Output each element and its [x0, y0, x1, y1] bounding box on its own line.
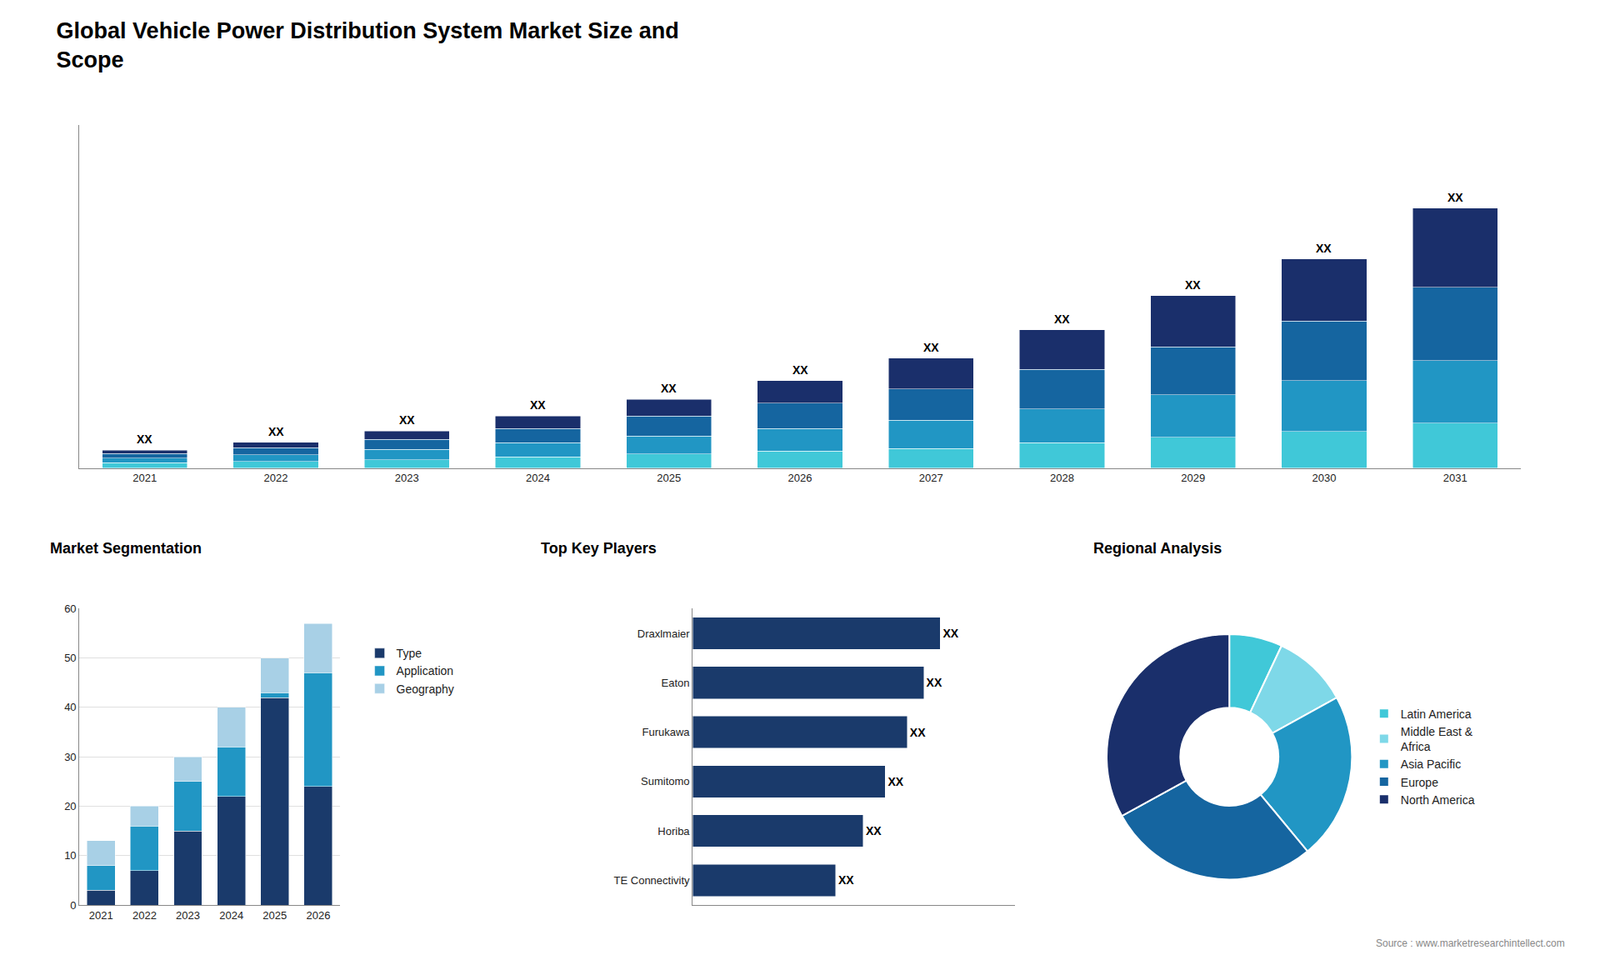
svg-text:TE Connectivity: TE Connectivity: [614, 874, 691, 887]
svg-text:Regional Analysis: Regional Analysis: [1093, 540, 1222, 557]
svg-text:Application: Application: [396, 664, 454, 678]
svg-text:30: 30: [64, 750, 76, 764]
svg-text:XX: XX: [1185, 278, 1201, 292]
svg-text:Furukawa: Furukawa: [642, 725, 691, 739]
svg-text:Horiba: Horiba: [657, 825, 690, 838]
svg-text:Asia Pacific: Asia Pacific: [1400, 757, 1461, 771]
svg-text:XX: XX: [910, 725, 926, 740]
svg-text:2030: 2030: [1311, 471, 1336, 485]
svg-text:2025: 2025: [262, 909, 287, 922]
svg-text:North America: North America: [1400, 793, 1475, 807]
svg-text:20: 20: [64, 800, 76, 813]
svg-text:10: 10: [64, 849, 76, 862]
svg-text:0: 0: [70, 899, 76, 912]
svg-text:XX: XX: [399, 413, 415, 427]
svg-text:XX: XX: [792, 363, 809, 377]
svg-text:2031: 2031: [1443, 471, 1468, 485]
svg-text:XX: XX: [268, 425, 285, 439]
svg-text:Source : www.marketresearchint: Source : www.marketresearchintellect.com: [1375, 937, 1565, 950]
svg-text:XX: XX: [838, 873, 855, 887]
svg-text:Europe: Europe: [1400, 775, 1439, 790]
svg-text:Middle East &Africa: Middle East &Africa: [1400, 725, 1474, 754]
svg-text:Latin America: Latin America: [1400, 707, 1472, 721]
svg-text:XX: XX: [926, 675, 943, 690]
svg-text:60: 60: [64, 602, 76, 615]
svg-text:XX: XX: [1054, 312, 1070, 326]
svg-text:XX: XX: [942, 626, 959, 640]
svg-text:Sumitomo: Sumitomo: [640, 775, 690, 788]
svg-text:2028: 2028: [1050, 471, 1075, 485]
svg-text:Top Key Players: Top Key Players: [540, 540, 657, 557]
svg-text:2023: 2023: [175, 909, 200, 922]
svg-text:2025: 2025: [656, 471, 681, 485]
svg-text:Geography: Geography: [396, 682, 455, 696]
svg-text:XX: XX: [887, 775, 904, 789]
svg-text:2026: 2026: [305, 909, 330, 922]
svg-text:Eaton: Eaton: [661, 676, 690, 690]
svg-text:40: 40: [64, 700, 76, 714]
svg-text:XX: XX: [660, 381, 677, 395]
svg-text:XX: XX: [530, 398, 546, 412]
svg-text:XX: XX: [1447, 190, 1464, 205]
svg-text:Draxlmaier: Draxlmaier: [637, 627, 691, 640]
svg-text:2024: 2024: [219, 909, 244, 922]
svg-text:2027: 2027: [919, 471, 944, 485]
svg-text:50: 50: [64, 651, 76, 665]
svg-text:XX: XX: [136, 432, 153, 446]
svg-text:XX: XX: [923, 340, 940, 355]
svg-text:2023: 2023: [395, 471, 420, 485]
svg-text:2024: 2024: [525, 471, 550, 485]
svg-text:2021: 2021: [89, 909, 114, 922]
svg-text:2021: 2021: [132, 471, 157, 485]
svg-text:XX: XX: [865, 824, 882, 838]
svg-text:Global Vehicle Power Distribut: Global Vehicle Power Distribution System…: [56, 18, 680, 73]
svg-text:2029: 2029: [1180, 471, 1205, 485]
svg-text:2022: 2022: [264, 471, 289, 485]
svg-text:2026: 2026: [788, 471, 813, 485]
svg-text:Type: Type: [396, 646, 423, 660]
svg-text:2022: 2022: [132, 909, 157, 922]
svg-text:XX: XX: [1315, 241, 1332, 255]
svg-text:Market Segmentation: Market Segmentation: [50, 540, 202, 557]
